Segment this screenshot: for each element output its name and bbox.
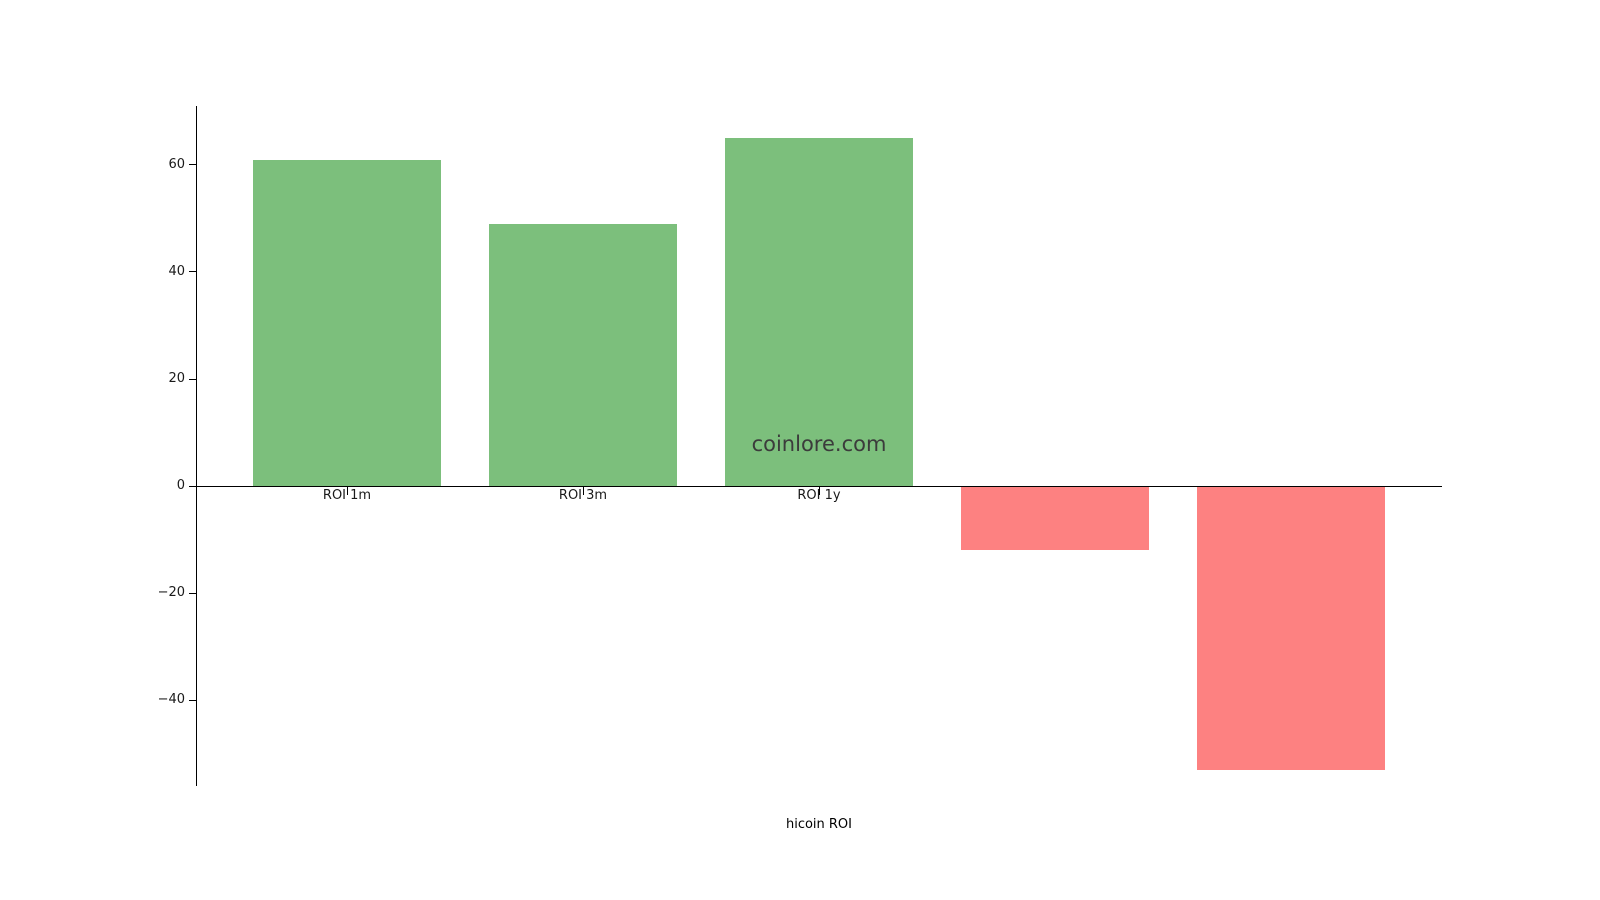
ytick-mark-20 [189, 378, 196, 380]
ytick-label-20: 20 [168, 371, 185, 387]
x-axis-zero-line [196, 485, 1442, 487]
bar-roi-1m [252, 159, 442, 487]
ytick-label-60: 60 [168, 156, 185, 172]
ytick-label--20: −20 [157, 585, 185, 601]
xtick-mark-roi-1y [818, 486, 820, 496]
xtick-label-roi-3m: ROI 3m [558, 488, 608, 504]
x-axis-title: hicoin ROI [785, 817, 853, 832]
ytick-mark--20 [189, 592, 196, 594]
ytick-mark-0 [189, 485, 196, 487]
y-axis-line [196, 106, 197, 786]
ytick-mark--40 [189, 699, 196, 701]
xtick-label-roi-1m: ROI 1m [322, 488, 372, 504]
ytick-mark-60 [189, 164, 196, 166]
bar-unlabeled-5 [1196, 486, 1386, 770]
ytick-label-0: 0 [176, 478, 185, 494]
bar-roi-3m [488, 223, 678, 487]
watermark: coinlore.com [751, 432, 887, 456]
ytick-mark-40 [189, 271, 196, 273]
ytick-label--40: −40 [157, 692, 185, 708]
bar-roi-1y [724, 138, 914, 487]
xtick-mark-roi-3m [582, 486, 584, 496]
bar-unlabeled-4 [960, 486, 1150, 551]
xtick-label-roi-1y: ROI 1y [797, 488, 841, 504]
ytick-label-40: 40 [168, 263, 185, 279]
xtick-mark-roi-1m [346, 486, 348, 496]
